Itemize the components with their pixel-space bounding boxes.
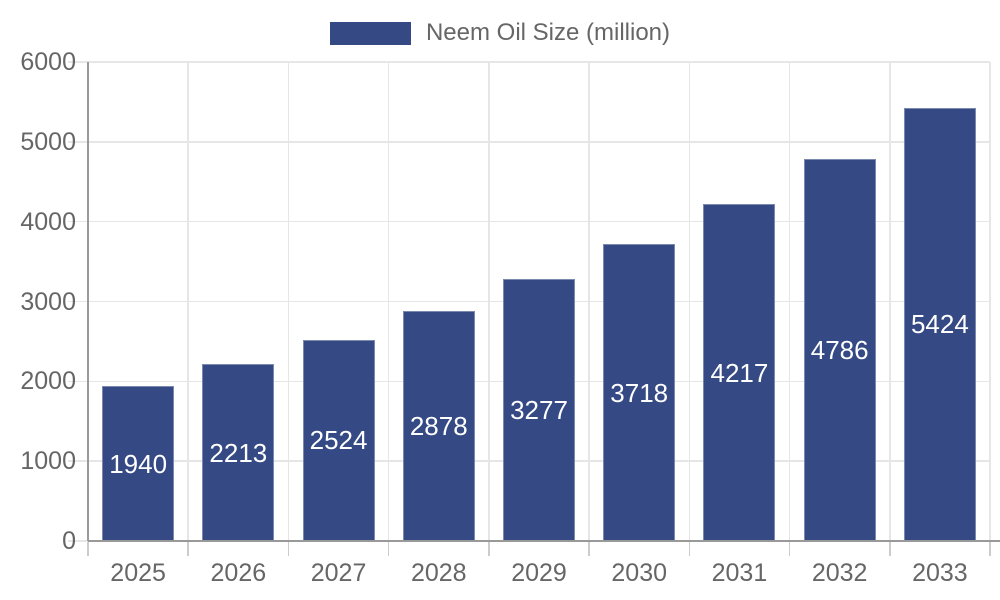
- gridline-vertical: [387, 62, 390, 541]
- legend-label: Neem Oil Size (million): [425, 19, 671, 46]
- x-axis-tick-label: 2025: [110, 559, 166, 587]
- y-axis-tick-label: 6000: [20, 48, 76, 76]
- bar[interactable]: 1940: [102, 386, 175, 541]
- bar-value-label: 3277: [510, 395, 568, 426]
- gridline-horizontal: [68, 220, 990, 223]
- bar-value-label: 4217: [710, 357, 769, 388]
- bar-value-label: 2213: [209, 437, 268, 468]
- x-axis-tick: [488, 542, 490, 556]
- x-axis-tick-label: 2030: [611, 559, 668, 587]
- bar[interactable]: 3277: [503, 279, 575, 541]
- y-axis-tick-label: 0: [62, 527, 76, 555]
- x-axis-tick: [87, 542, 89, 556]
- gridline-vertical: [688, 62, 691, 541]
- bar-value-label: 3718: [610, 377, 669, 408]
- y-axis-tick-label: 5000: [20, 127, 76, 156]
- y-axis-line: [87, 62, 89, 541]
- y-axis-tick-label: 1000: [20, 447, 76, 476]
- x-axis-tick: [989, 542, 991, 556]
- x-axis-tick: [788, 542, 791, 556]
- x-axis-tick: [187, 542, 189, 556]
- x-axis-tick: [889, 542, 891, 556]
- gridline-vertical: [588, 62, 590, 541]
- x-axis-tick-label: 2032: [811, 559, 868, 587]
- x-axis-tick: [588, 542, 590, 556]
- y-axis-tick-label: 4000: [20, 207, 76, 236]
- gridline-vertical: [488, 62, 490, 541]
- bar[interactable]: 4786: [803, 158, 876, 541]
- bar-value-label: 2878: [409, 411, 468, 442]
- bar-value-label: 2524: [309, 425, 368, 456]
- plot-area: 1940 2213 2524 2878 3277 3718 4217 4786 5424: [68, 61, 991, 542]
- gridline-horizontal: [68, 540, 88, 542]
- gridline-vertical: [889, 62, 891, 541]
- y-axis-tick-label: 2000: [20, 367, 76, 396]
- x-axis-tick: [688, 542, 691, 556]
- x-axis-tick-label: 2033: [912, 559, 968, 587]
- x-axis-tick-label: 2031: [711, 559, 768, 587]
- x-axis-tick: [387, 542, 390, 556]
- gridline-vertical: [788, 62, 791, 541]
- x-axis-tick-label: 2028: [410, 559, 467, 587]
- bar[interactable]: 4217: [703, 204, 776, 541]
- legend-swatch: [329, 21, 411, 45]
- bar[interactable]: 2878: [402, 311, 475, 541]
- x-axis-tick-label: 2027: [310, 559, 367, 587]
- gridline-vertical: [287, 62, 290, 541]
- y-axis-tick-label: 3000: [20, 287, 76, 316]
- gridline-horizontal: [68, 61, 990, 63]
- gridline-vertical: [187, 62, 189, 541]
- legend[interactable]: Neem Oil Size (million): [0, 19, 1000, 47]
- bar[interactable]: 5424: [903, 107, 976, 541]
- gridline-horizontal: [68, 141, 990, 143]
- x-axis-tick-label: 2029: [511, 559, 567, 587]
- bar[interactable]: 3718: [603, 244, 676, 541]
- bar-value-label: 1940: [109, 448, 168, 479]
- x-axis-line: [88, 540, 1000, 542]
- bar[interactable]: 2524: [302, 339, 375, 541]
- gridline-vertical: [989, 62, 991, 541]
- bar[interactable]: 2213: [202, 364, 275, 541]
- bar-value-label: 4786: [810, 334, 869, 365]
- bar-value-label: 5424: [910, 309, 969, 340]
- x-axis-tick-label: 2026: [210, 559, 267, 587]
- x-axis-tick: [287, 542, 290, 556]
